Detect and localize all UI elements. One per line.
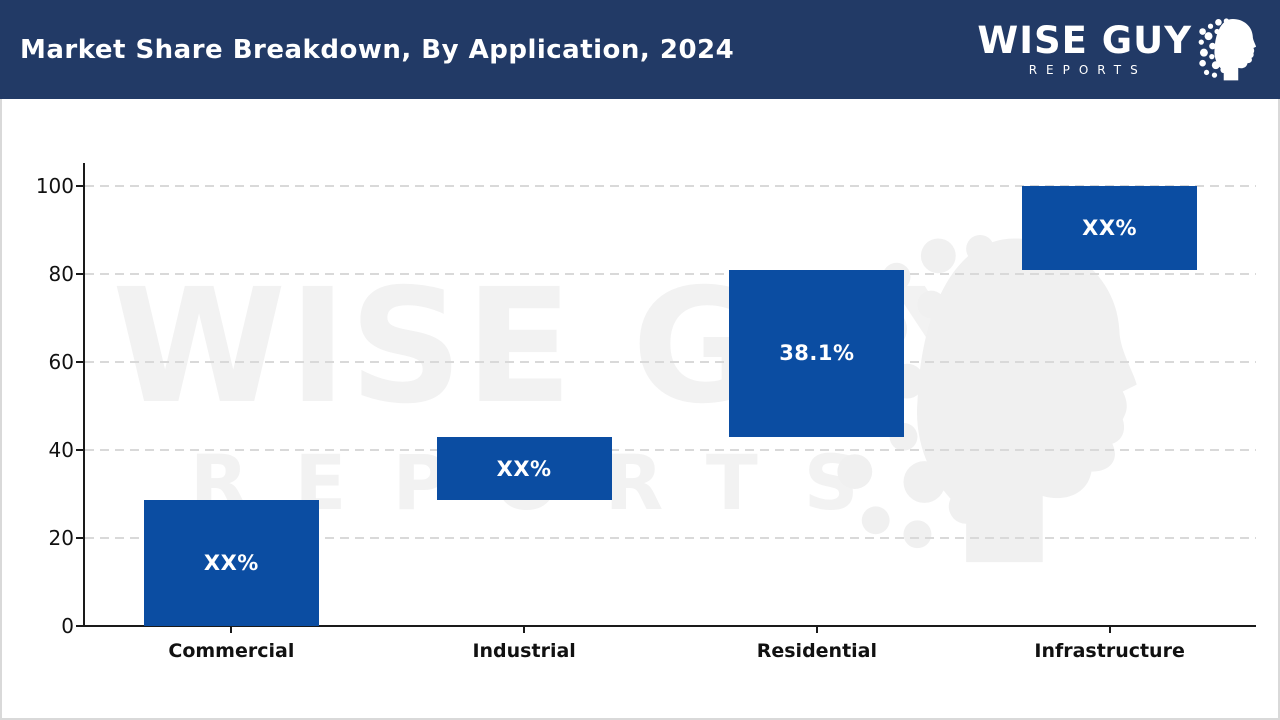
y-axis-line xyxy=(83,163,85,627)
waterfall-bar: XX% xyxy=(436,437,612,501)
gridline xyxy=(85,537,1256,539)
waterfall-bar: XX% xyxy=(143,500,319,626)
x-axis-category-label: Residential xyxy=(756,640,878,662)
bar-value-label: XX% xyxy=(496,456,552,481)
x-tick-mark xyxy=(1108,626,1111,633)
y-axis-tick-label: 20 xyxy=(48,526,74,550)
y-axis-tick-label: 100 xyxy=(35,174,74,198)
brand-name: WISE GUY xyxy=(977,19,1192,62)
waterfall-bar: 38.1% xyxy=(729,269,905,438)
y-axis-tick-label: 60 xyxy=(48,350,74,374)
x-axis-category-label: Infrastructure xyxy=(1034,640,1185,662)
y-tick-mark xyxy=(76,361,83,363)
x-tick-mark xyxy=(523,626,526,633)
brand-logo-text: WISE GUY REPORTS xyxy=(977,22,1192,77)
y-tick-mark xyxy=(76,625,83,627)
page-title: Market Share Breakdown, By Application, … xyxy=(20,34,735,65)
x-axis-line xyxy=(83,625,1256,627)
gridline xyxy=(85,185,1256,187)
x-tick-mark xyxy=(815,626,818,633)
gridline xyxy=(85,361,1256,363)
y-axis-tick-label: 80 xyxy=(48,262,74,286)
bar-value-label: XX% xyxy=(1082,215,1138,240)
brand-subtitle: REPORTS xyxy=(1028,63,1147,77)
brand-logo: WISE GUY REPORTS xyxy=(977,10,1262,90)
y-axis-tick-label: 40 xyxy=(48,438,74,462)
x-axis-category-label: Industrial xyxy=(472,640,576,662)
gridline xyxy=(85,273,1256,275)
waterfall-bar: XX% xyxy=(1022,186,1198,270)
x-tick-mark xyxy=(230,626,233,633)
gridline xyxy=(85,449,1256,451)
y-tick-mark xyxy=(76,273,83,275)
y-tick-mark xyxy=(76,185,83,187)
y-tick-mark xyxy=(76,449,83,451)
y-tick-mark xyxy=(76,537,83,539)
bar-value-label: XX% xyxy=(203,551,259,576)
header-bar: Market Share Breakdown, By Application, … xyxy=(0,0,1280,99)
y-axis-tick-label: 0 xyxy=(61,614,74,638)
bar-value-label: 38.1% xyxy=(779,341,855,366)
x-axis-category-label: Commercial xyxy=(168,640,295,662)
